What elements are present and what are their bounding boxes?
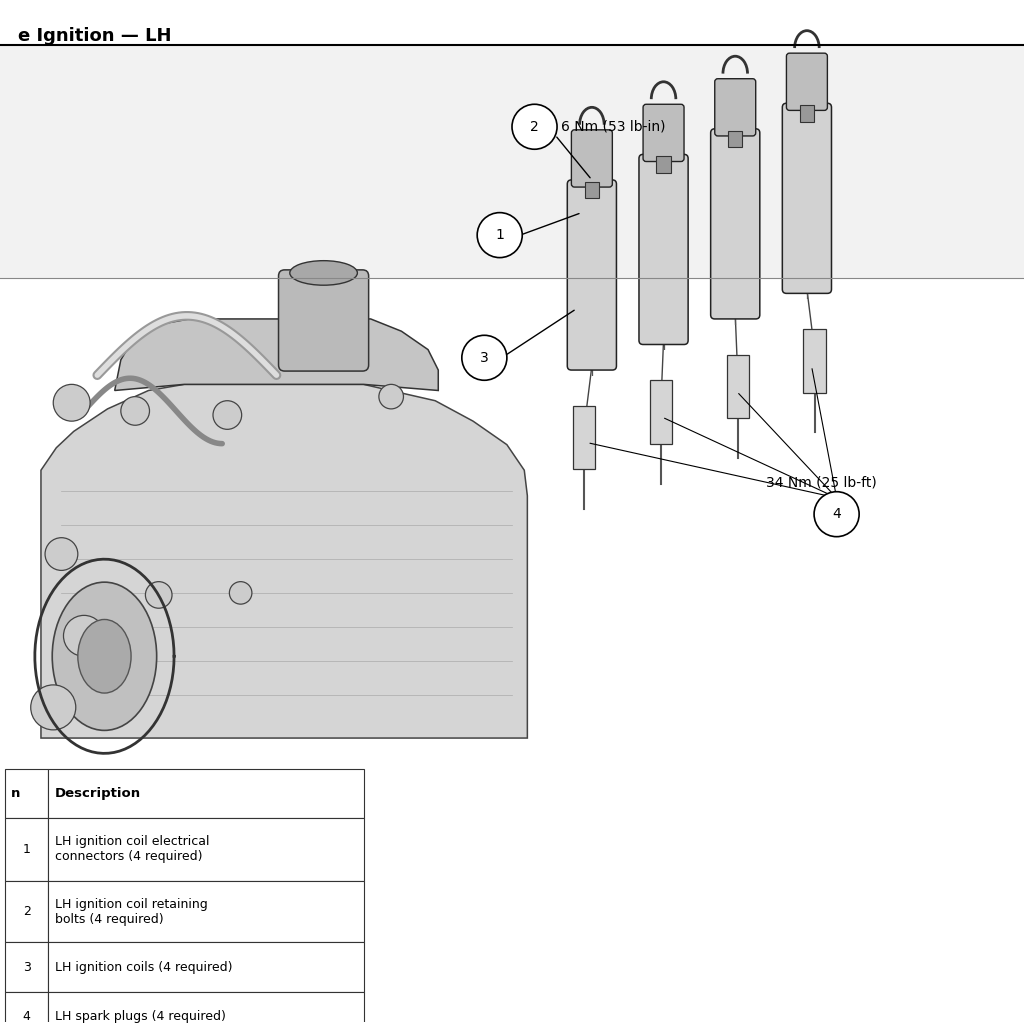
Bar	[48, 991, 364, 1024]
Text: Description: Description	[54, 786, 140, 800]
Text: 2: 2	[530, 120, 539, 134]
FancyBboxPatch shape	[803, 329, 825, 392]
Circle shape	[45, 538, 78, 570]
Circle shape	[477, 213, 522, 258]
Ellipse shape	[78, 620, 131, 693]
FancyBboxPatch shape	[279, 270, 369, 371]
FancyBboxPatch shape	[650, 380, 673, 443]
FancyBboxPatch shape	[639, 155, 688, 344]
Circle shape	[63, 615, 104, 656]
Bar	[5, 991, 48, 1024]
Circle shape	[31, 685, 76, 730]
FancyBboxPatch shape	[715, 79, 756, 136]
Circle shape	[462, 335, 507, 380]
FancyBboxPatch shape	[786, 53, 827, 111]
Text: n: n	[11, 786, 20, 800]
Text: LH spark plugs (4 required): LH spark plugs (4 required)	[55, 1010, 226, 1023]
Ellipse shape	[52, 583, 157, 730]
FancyBboxPatch shape	[571, 130, 612, 187]
Bar	[5, 769, 48, 818]
Text: LH ignition coil electrical
connectors (4 required): LH ignition coil electrical connectors (…	[55, 836, 210, 863]
FancyBboxPatch shape	[573, 406, 596, 469]
Text: e Ignition — LH: e Ignition — LH	[18, 27, 172, 45]
FancyBboxPatch shape	[567, 180, 616, 370]
Bar	[5, 818, 48, 882]
Bar	[48, 769, 364, 818]
Bar	[48, 942, 364, 991]
Bar	[585, 182, 599, 199]
Text: 3: 3	[23, 961, 31, 974]
Text: LH ignition coil retaining
bolts (4 required): LH ignition coil retaining bolts (4 requ…	[55, 898, 208, 926]
Circle shape	[213, 400, 242, 429]
Circle shape	[814, 492, 859, 537]
FancyBboxPatch shape	[782, 103, 831, 294]
FancyBboxPatch shape	[643, 104, 684, 162]
Bar	[5, 882, 48, 942]
FancyBboxPatch shape	[726, 354, 749, 418]
Circle shape	[53, 384, 90, 421]
Circle shape	[145, 582, 172, 608]
Bar	[656, 157, 671, 173]
Text: 4: 4	[833, 507, 841, 521]
Bar	[0, 45, 1024, 279]
Text: 3: 3	[480, 351, 488, 365]
Polygon shape	[41, 384, 527, 738]
Text: 4: 4	[23, 1010, 31, 1023]
Text: 6 Nm (53 lb-in): 6 Nm (53 lb-in)	[561, 120, 666, 134]
Circle shape	[512, 104, 557, 150]
Text: 1: 1	[496, 228, 504, 242]
Circle shape	[229, 582, 252, 604]
FancyBboxPatch shape	[711, 129, 760, 318]
Text: 1: 1	[23, 843, 31, 856]
Polygon shape	[115, 318, 438, 390]
Text: 34 Nm (25 lb-ft): 34 Nm (25 lb-ft)	[766, 475, 877, 489]
Text: 2: 2	[23, 905, 31, 919]
Bar	[728, 131, 742, 147]
Circle shape	[379, 384, 403, 409]
Bar	[48, 882, 364, 942]
Text: LH ignition coils (4 required): LH ignition coils (4 required)	[55, 961, 232, 974]
Bar	[800, 105, 814, 122]
Bar	[48, 818, 364, 882]
Ellipse shape	[290, 261, 357, 286]
Circle shape	[121, 396, 150, 425]
Bar	[5, 942, 48, 991]
